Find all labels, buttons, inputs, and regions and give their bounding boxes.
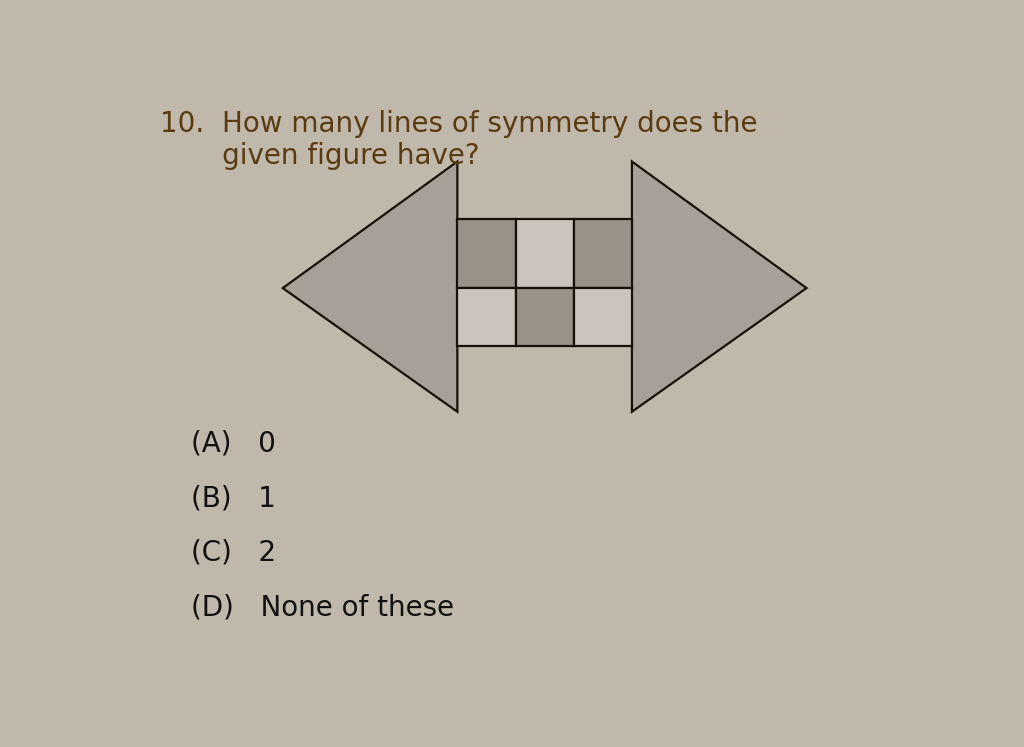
Text: (C)   2: (C) 2 [191, 539, 276, 567]
Text: (D)   None of these: (D) None of these [191, 593, 455, 622]
Text: (B)   1: (B) 1 [191, 484, 276, 512]
Polygon shape [283, 161, 458, 412]
Polygon shape [458, 219, 515, 288]
Text: 10.  How many lines of symmetry does the
       given figure have?: 10. How many lines of symmetry does the … [160, 110, 757, 170]
Polygon shape [573, 219, 632, 288]
Polygon shape [515, 288, 573, 346]
Polygon shape [632, 161, 807, 412]
Polygon shape [573, 288, 632, 346]
Polygon shape [515, 219, 573, 288]
Polygon shape [458, 288, 515, 346]
Text: (A)   0: (A) 0 [191, 430, 276, 457]
